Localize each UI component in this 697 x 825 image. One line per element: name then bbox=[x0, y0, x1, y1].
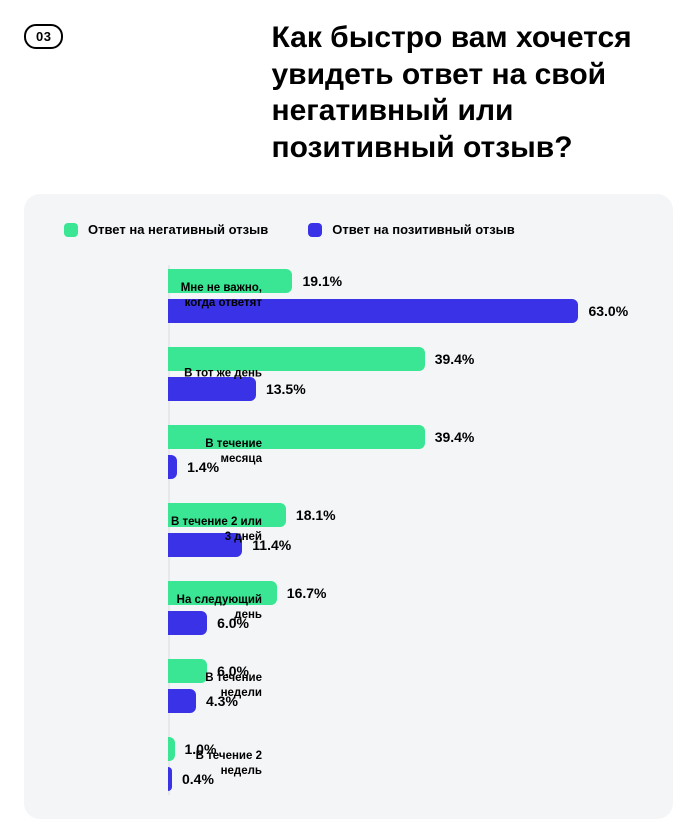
chart-group: На следующий день16.7%6.0% bbox=[168, 581, 641, 635]
bar-value: 16.7% bbox=[287, 585, 327, 601]
legend-label: Ответ на негативный отзыв bbox=[88, 222, 268, 237]
chart-group: В тот же день 39.4% 13.5% bbox=[168, 347, 641, 401]
chart-card: Ответ на негативный отзыв Ответ на позити… bbox=[24, 194, 673, 819]
category-label: В течение недели bbox=[168, 671, 272, 701]
chart-group: В течение месяца39.4%1.4% bbox=[168, 425, 641, 479]
category-label: В течение 2 или 3 дней bbox=[168, 515, 272, 545]
chart-body: Мне не важно, когда ответят 19.1% 63.0% В т… bbox=[56, 269, 641, 791]
category-label: В течение месяца bbox=[168, 437, 272, 467]
category-label: На следующий день bbox=[168, 593, 272, 623]
page-title: Как быстро вам хочется увидеть ответ на … bbox=[271, 20, 673, 166]
bar-value: 13.5% bbox=[266, 381, 306, 397]
chart-group: Мне не важно, когда ответят 19.1% 63.0% bbox=[168, 269, 641, 323]
bar-value: 39.4% bbox=[435, 351, 475, 367]
bar-value: 39.4% bbox=[435, 429, 475, 445]
page-badge: 03 bbox=[24, 24, 63, 49]
legend: Ответ на негативный отзыв Ответ на позити… bbox=[56, 222, 641, 237]
chart-group: В течение недели6.0%4.3% bbox=[168, 659, 641, 713]
category-label: Мне не важно, когда ответят bbox=[168, 281, 272, 311]
legend-swatch bbox=[308, 223, 322, 237]
chart-group: В течение 2 или 3 дней18.1%11.4% bbox=[168, 503, 641, 557]
legend-label: Ответ на позитивный отзыв bbox=[332, 222, 515, 237]
bar-value: 19.1% bbox=[302, 273, 342, 289]
chart-group: В течение 2 недель1.0%0.4% bbox=[168, 737, 641, 791]
legend-item: Ответ на негативный отзыв bbox=[64, 222, 268, 237]
legend-swatch bbox=[64, 223, 78, 237]
category-label: В тот же день bbox=[168, 367, 272, 382]
bar-value: 18.1% bbox=[296, 507, 336, 523]
legend-item: Ответ на позитивный отзыв bbox=[308, 222, 515, 237]
bar-value: 63.0% bbox=[588, 303, 628, 319]
category-label: В течение 2 недель bbox=[168, 749, 272, 779]
